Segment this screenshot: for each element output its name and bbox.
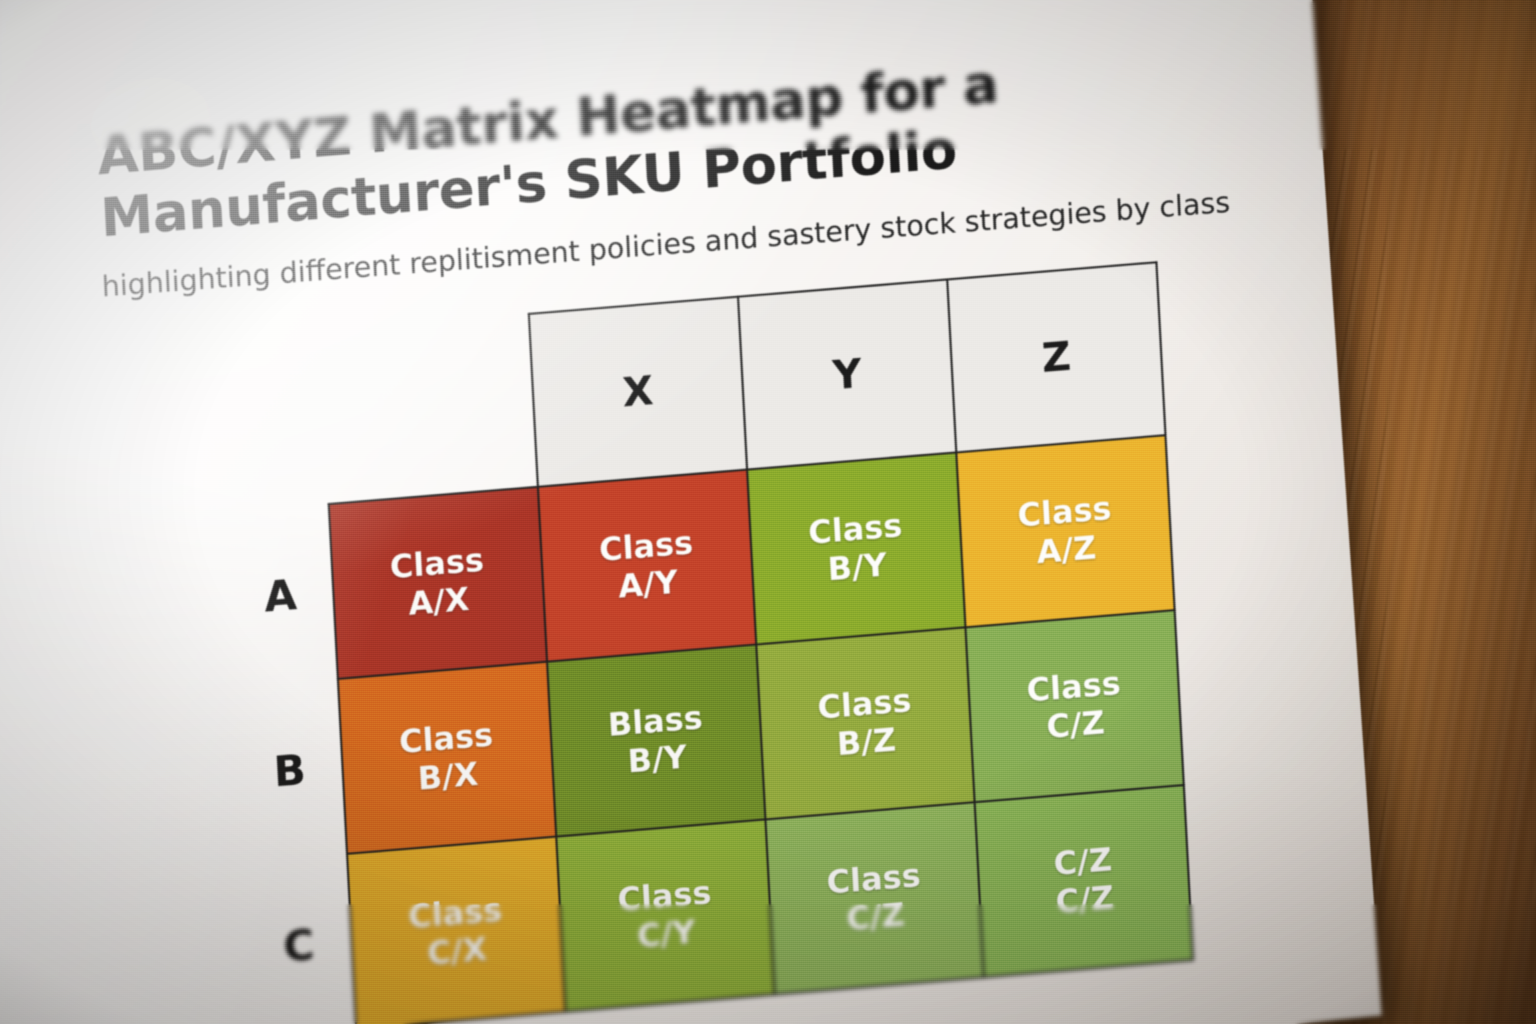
heatmap-cell-c-1[interactable]: Class C/X xyxy=(347,836,566,1024)
heatmap-cell-a-1[interactable]: Class A/X xyxy=(328,486,548,679)
heatmap-cell-a-4[interactable]: Class A/Z xyxy=(956,435,1175,628)
heatmap-cell-c-3[interactable]: Class C/Z xyxy=(765,802,984,995)
heatmap-table: X Y Z A Class A/X xyxy=(215,261,1194,1024)
sheet-content: ABC/XYZ Matrix Heatmap for a Manufacture… xyxy=(96,54,1231,1024)
heatmap-cell-b-4[interactable]: Class C/Z xyxy=(965,610,1184,803)
corner-spacer xyxy=(215,331,329,513)
heatmap-cell-c-4[interactable]: C/Z C/Z xyxy=(974,785,1193,978)
heatmap-cell-b-1[interactable]: Class B/X xyxy=(337,661,557,854)
column-header-z: Z xyxy=(947,262,1166,453)
heatmap-cell-b-2[interactable]: Blass B/Y xyxy=(547,644,766,837)
abc-xyz-heatmap: X Y Z A Class A/X xyxy=(215,261,1194,1024)
header-cell-blank xyxy=(320,314,538,504)
row-header-b: B xyxy=(272,744,307,797)
row-header-a: A xyxy=(262,569,298,622)
heatmap-cell-c-2[interactable]: Class C/Y xyxy=(556,819,775,1012)
heatmap-cell-a-2[interactable]: Class A/Y xyxy=(537,469,757,662)
column-header-x: X xyxy=(528,296,748,487)
heatmap-cell-a-3[interactable]: Class B/Y xyxy=(747,452,966,645)
row-header-c: C xyxy=(282,919,316,972)
column-header-y: Y xyxy=(738,279,957,470)
heatmap-cell-b-3[interactable]: Class B/Z xyxy=(756,627,975,820)
printed-sheet: ABC/XYZ Matrix Heatmap for a Manufacture… xyxy=(0,0,1382,1024)
